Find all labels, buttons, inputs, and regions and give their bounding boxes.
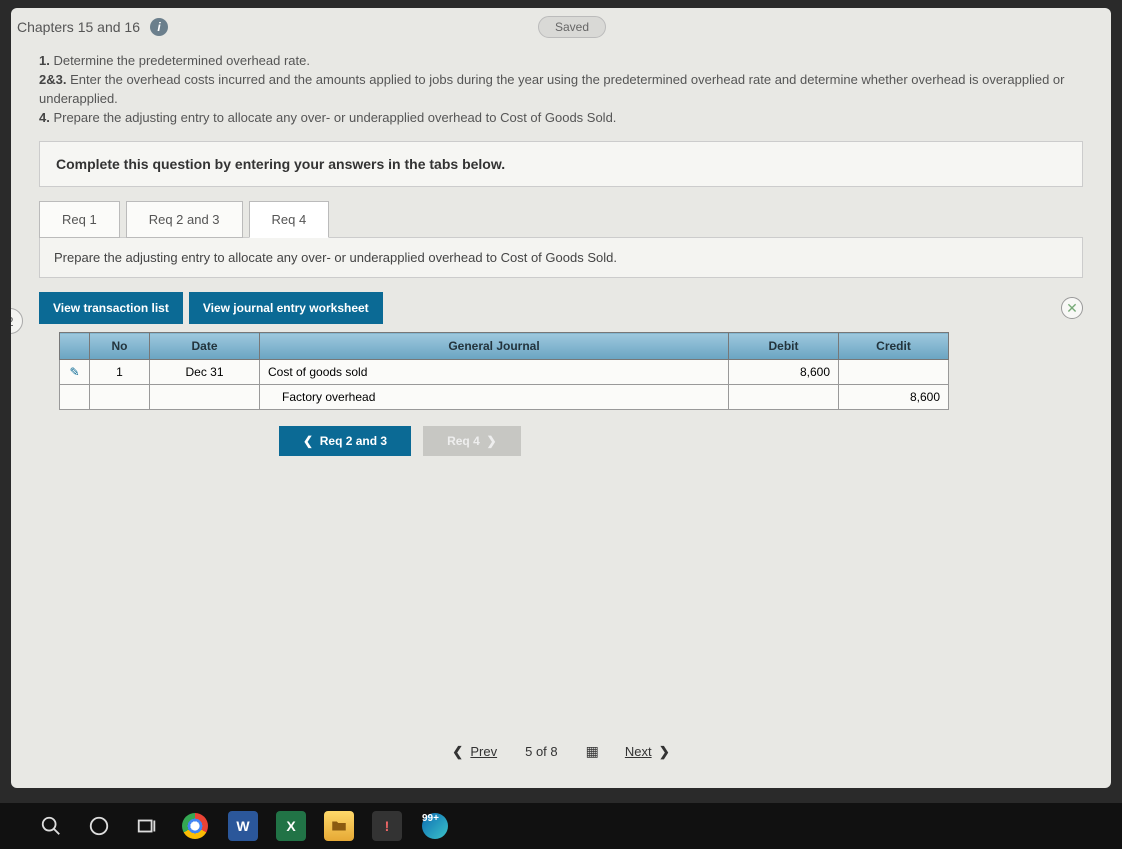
prev-req-label: Req 2 and 3 bbox=[320, 434, 387, 448]
instructions-block: 1. Determine the predetermined overhead … bbox=[39, 52, 1083, 127]
cell-credit[interactable]: 8,600 bbox=[839, 385, 949, 410]
next-button[interactable]: Next bbox=[625, 744, 652, 759]
page-title: Chapters 15 and 16 bbox=[17, 19, 140, 35]
tabs-row: Req 1 Req 2 and 3 Req 4 bbox=[39, 201, 1083, 238]
excel-icon[interactable]: X bbox=[276, 811, 306, 841]
store-icon[interactable]: ! bbox=[372, 811, 402, 841]
journal-table: No Date General Journal Debit Credit ✎ 1… bbox=[59, 332, 949, 410]
file-explorer-icon[interactable] bbox=[324, 811, 354, 841]
instr-1-num: 1. bbox=[39, 53, 50, 68]
tab-body: Prepare the adjusting entry to allocate … bbox=[39, 237, 1083, 278]
instr-2-num: 2&3. bbox=[39, 72, 66, 87]
next-req-button: Req 4 ❯ bbox=[423, 426, 520, 456]
edge-icon[interactable]: 99+ bbox=[420, 811, 450, 841]
close-icon[interactable]: ✕ bbox=[1061, 297, 1083, 319]
cell-date[interactable]: Dec 31 bbox=[150, 360, 260, 385]
cell-no[interactable]: 1 bbox=[90, 360, 150, 385]
col-debit: Debit bbox=[729, 333, 839, 360]
info-icon[interactable]: i bbox=[150, 18, 168, 36]
chevron-right-icon: ❯ bbox=[480, 434, 497, 448]
pencil-icon[interactable]: ✎ bbox=[69, 365, 79, 379]
col-no: No bbox=[90, 333, 150, 360]
cell-date[interactable] bbox=[150, 385, 260, 410]
instr-2-text: Enter the overhead costs incurred and th… bbox=[39, 72, 1064, 106]
chrome-icon[interactable] bbox=[180, 811, 210, 841]
view-transaction-list-button[interactable]: View transaction list bbox=[39, 292, 183, 324]
view-journal-worksheet-button[interactable]: View journal entry worksheet bbox=[189, 292, 383, 324]
taskbar: W X ! 99+ bbox=[0, 803, 1122, 849]
prev-req-button[interactable]: ❮ Req 2 and 3 bbox=[279, 426, 411, 456]
tab-req4[interactable]: Req 4 bbox=[249, 201, 330, 238]
tab-req23[interactable]: Req 2 and 3 bbox=[126, 201, 243, 238]
col-edit bbox=[60, 333, 90, 360]
table-row[interactable]: ✎ 1 Dec 31 Cost of goods sold 8,600 bbox=[60, 360, 949, 385]
tab-body-text: Prepare the adjusting entry to allocate … bbox=[54, 250, 617, 265]
task-view-icon[interactable] bbox=[132, 811, 162, 841]
instr-3-text: Prepare the adjusting entry to allocate … bbox=[50, 110, 617, 125]
cell-no[interactable] bbox=[90, 385, 150, 410]
col-general: General Journal bbox=[260, 333, 729, 360]
prev-button[interactable]: Prev bbox=[470, 744, 497, 759]
cell-debit[interactable] bbox=[729, 385, 839, 410]
cell-debit[interactable]: 8,600 bbox=[729, 360, 839, 385]
instr-3-num: 4. bbox=[39, 110, 50, 125]
grid-icon[interactable]: ▦ bbox=[586, 743, 597, 760]
cell-account[interactable]: Factory overhead bbox=[260, 385, 729, 410]
cell-credit[interactable] bbox=[839, 360, 949, 385]
tab-req1[interactable]: Req 1 bbox=[39, 201, 120, 238]
saved-indicator: Saved bbox=[538, 16, 606, 38]
col-date: Date bbox=[150, 333, 260, 360]
answer-prompt-title: Complete this question by entering your … bbox=[56, 156, 1066, 172]
pager: ❮ Prev 5 of 8 ▦ Next ❯ bbox=[11, 743, 1111, 760]
cell-account[interactable]: Cost of goods sold bbox=[260, 360, 729, 385]
chevron-left-icon: ❮ bbox=[452, 744, 463, 759]
table-row[interactable]: Factory overhead 8,600 bbox=[60, 385, 949, 410]
next-req-label: Req 4 bbox=[447, 434, 480, 448]
answer-prompt-box: Complete this question by entering your … bbox=[39, 141, 1083, 187]
word-icon[interactable]: W bbox=[228, 811, 258, 841]
chevron-left-icon: ❮ bbox=[303, 434, 320, 448]
col-credit: Credit bbox=[839, 333, 949, 360]
cortana-icon[interactable] bbox=[84, 811, 114, 841]
pager-position: 5 of 8 bbox=[525, 744, 558, 759]
search-icon[interactable] bbox=[36, 811, 66, 841]
instr-1-text: Determine the predetermined overhead rat… bbox=[50, 53, 310, 68]
chevron-right-icon: ❯ bbox=[659, 744, 670, 759]
